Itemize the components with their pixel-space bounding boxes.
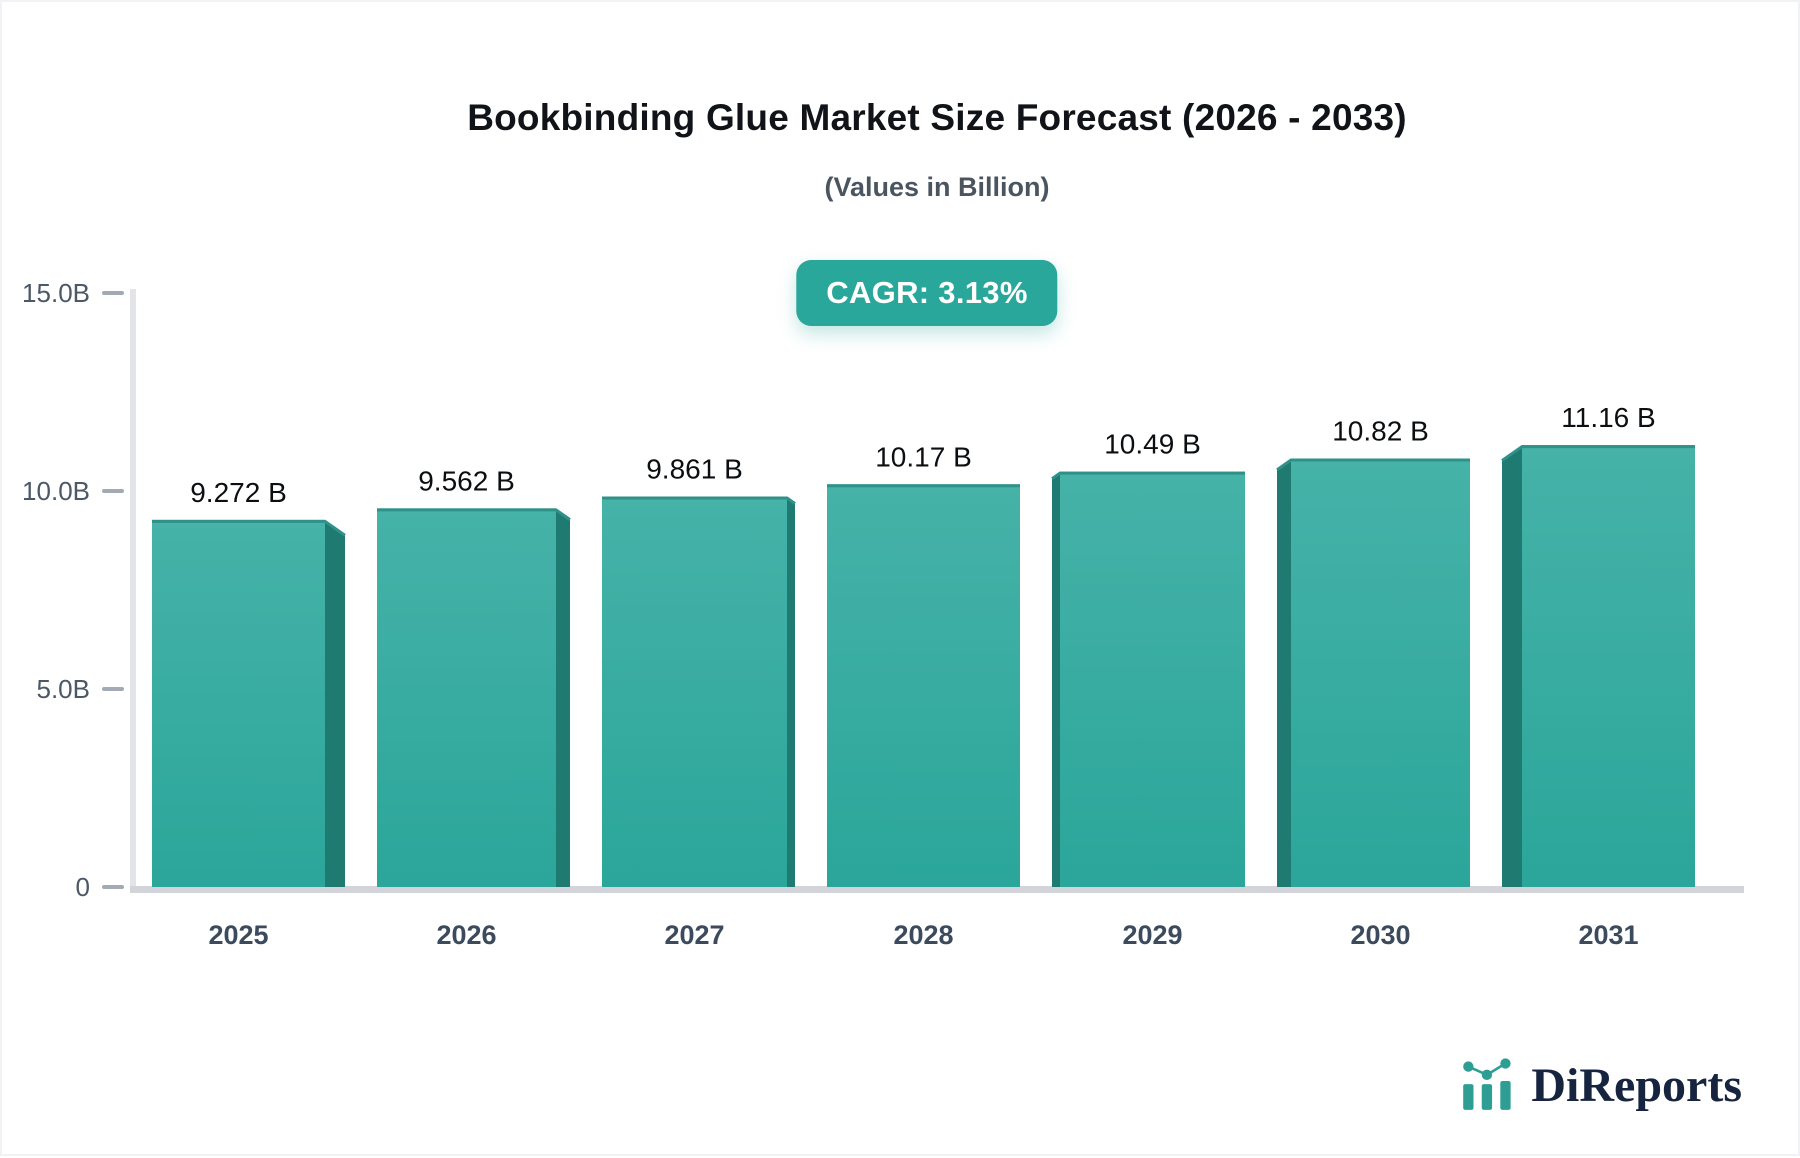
y-tick (102, 885, 124, 889)
bar-top-edge (1051, 471, 1245, 480)
bar-2025: 9.272 B 2025 (152, 477, 346, 950)
y-tick (102, 687, 124, 691)
bar-value-label: 10.49 B (1104, 429, 1201, 460)
direports-logo: DiReports (1457, 1052, 1742, 1110)
bar-face (152, 519, 325, 887)
x-category-label: 2028 (893, 920, 953, 950)
x-category-label: 2030 (1350, 920, 1410, 950)
x-category-label: 2026 (436, 920, 496, 950)
logo-dot (1482, 1069, 1493, 1080)
bar-top-edge (1276, 458, 1470, 472)
bar-face (1060, 471, 1245, 887)
y-tick (102, 489, 124, 493)
bar-face (602, 496, 787, 887)
direports-logo-icon (1463, 1058, 1511, 1110)
y-axis-line (130, 289, 136, 887)
logo-bar (1500, 1081, 1511, 1110)
bar-2030: 10.82 B 2030 (1276, 416, 1470, 950)
logo-bar (1463, 1084, 1474, 1110)
x-category-label: 2027 (664, 920, 724, 950)
bar-side-face (556, 508, 570, 887)
bar-top-edge (152, 519, 346, 537)
cagr-badge-label: CAGR: 3.13% (826, 275, 1028, 310)
y-tick-label: 10.0B (22, 476, 90, 506)
bar-top-edge (602, 496, 796, 505)
bar-value-label: 11.16 B (1561, 402, 1655, 433)
bar-side-face (325, 519, 345, 887)
bar-top-edge (1501, 445, 1695, 462)
direports-logo-text: DiReports (1531, 1059, 1742, 1112)
y-tick (102, 291, 124, 295)
logo-bar (1482, 1084, 1493, 1110)
y-tick-label: 0 (76, 872, 90, 902)
bar-face (1522, 445, 1695, 887)
chart-subtitle: (Values in Billion) (824, 172, 1050, 202)
bar-face (377, 508, 556, 887)
logo-dot (1463, 1061, 1474, 1072)
bar-2026: 9.562 B 2026 (377, 465, 571, 950)
bar-2028: 10.17 B 2028 (827, 441, 1020, 950)
y-tick-label: 5.0B (37, 674, 91, 704)
bar-face (1291, 458, 1470, 887)
bar-value-label: 10.17 B (875, 441, 972, 472)
bar-value-label: 9.272 B (190, 477, 287, 508)
logo-dot (1500, 1058, 1511, 1069)
bar-side-face (1502, 445, 1522, 887)
bar-side-face (787, 496, 795, 887)
x-category-label: 2031 (1578, 920, 1638, 950)
bar-value-label: 9.861 B (646, 454, 743, 485)
x-category-label: 2025 (208, 920, 268, 950)
bar-top-edge (377, 508, 571, 521)
bar-2029: 10.49 B 2029 (1051, 429, 1245, 950)
bar-value-label: 10.82 B (1332, 416, 1429, 447)
bar-side-face (1052, 471, 1060, 887)
bar-2031: 11.16 B 2031 (1501, 402, 1695, 950)
x-axis-line (130, 886, 1744, 893)
bar-2027: 9.861 B 2027 (602, 454, 796, 950)
cagr-badge: CAGR: 3.13% (796, 260, 1058, 326)
y-tick-label: 15.0B (22, 278, 90, 308)
bar-value-label: 9.562 B (418, 465, 515, 496)
chart-title: Bookbinding Glue Market Size Forecast (2… (467, 97, 1407, 138)
x-category-label: 2029 (1122, 920, 1182, 950)
bar-side-face (1277, 458, 1291, 887)
bar-face (827, 484, 1020, 887)
